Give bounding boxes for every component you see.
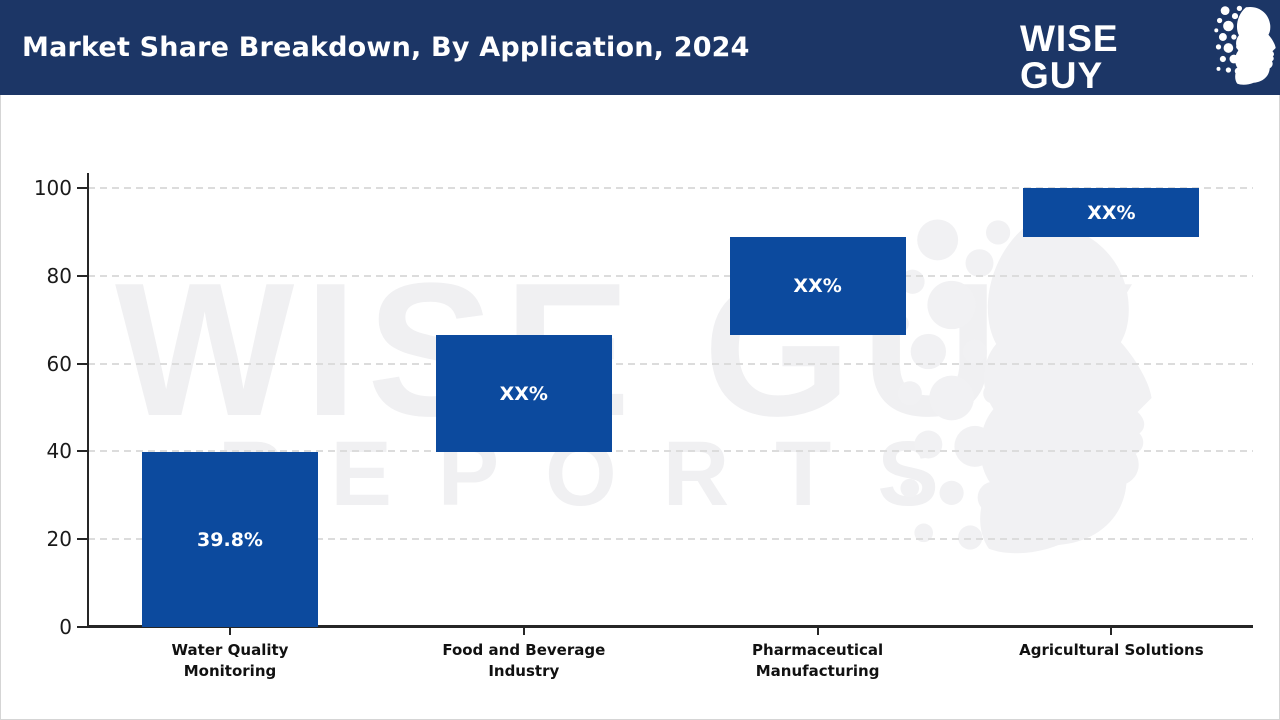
bar-3: XX% bbox=[729, 237, 906, 336]
page-title: Market Share Breakdown, By Application, … bbox=[22, 32, 750, 63]
x-tick-3 bbox=[816, 628, 819, 635]
x-tick-4 bbox=[1110, 628, 1113, 635]
x-tick-1 bbox=[229, 628, 231, 635]
y-tick-100 bbox=[77, 187, 87, 189]
category-label-4: Agricultural Solutions bbox=[1019, 641, 1204, 659]
gridline-80 bbox=[88, 274, 1253, 277]
brand-subtitle: REPORTS bbox=[1020, 97, 1153, 112]
y-tick-label-40: 40 bbox=[46, 439, 72, 464]
bar-1: 39.8% bbox=[142, 452, 318, 627]
y-tick-40 bbox=[77, 450, 87, 453]
y-tick-label-0: 0 bbox=[59, 615, 72, 639]
x-axis-line bbox=[87, 625, 1253, 628]
y-tick-60 bbox=[77, 362, 87, 365]
y-tick-label-80: 80 bbox=[46, 263, 72, 288]
y-tick-80 bbox=[77, 274, 87, 277]
brand-logo-text: WISE GUY REPORTS bbox=[1020, 20, 1210, 112]
category-label-3: Pharmaceutical Manufacturing bbox=[752, 641, 884, 680]
y-tick-label-100: 100 bbox=[33, 176, 72, 200]
y-axis-line bbox=[87, 173, 89, 628]
gridline-60 bbox=[88, 362, 1253, 365]
gridline-100 bbox=[88, 187, 1253, 189]
bar-4: XX% bbox=[1023, 188, 1200, 238]
brand-logo: WISE GUY REPORTS bbox=[1020, 0, 1280, 112]
bar-value-label-2: XX% bbox=[499, 382, 548, 405]
watermark-face-icon bbox=[890, 219, 1152, 554]
category-label-2: Food and Beverage Industry bbox=[442, 641, 606, 680]
bar-value-label-3: XX% bbox=[793, 275, 842, 298]
bar-value-label-4: XX% bbox=[1087, 201, 1136, 224]
y-tick-20 bbox=[77, 538, 87, 541]
bar-value-label-1: 39.8% bbox=[197, 528, 263, 551]
brand-name: WISE GUY bbox=[1020, 18, 1119, 96]
brand-face-icon bbox=[1214, 5, 1276, 85]
header-bar: Market Share Breakdown, By Application, … bbox=[0, 0, 1280, 112]
category-label-1: Water Quality Monitoring bbox=[171, 641, 289, 680]
y-tick-label-60: 60 bbox=[46, 351, 72, 376]
bar-2: XX% bbox=[435, 335, 612, 453]
gridline-40 bbox=[88, 450, 1253, 453]
x-tick-2 bbox=[522, 628, 525, 635]
y-tick-0 bbox=[77, 626, 87, 628]
gridline-20 bbox=[88, 538, 1253, 541]
y-tick-label-20: 20 bbox=[46, 527, 72, 552]
